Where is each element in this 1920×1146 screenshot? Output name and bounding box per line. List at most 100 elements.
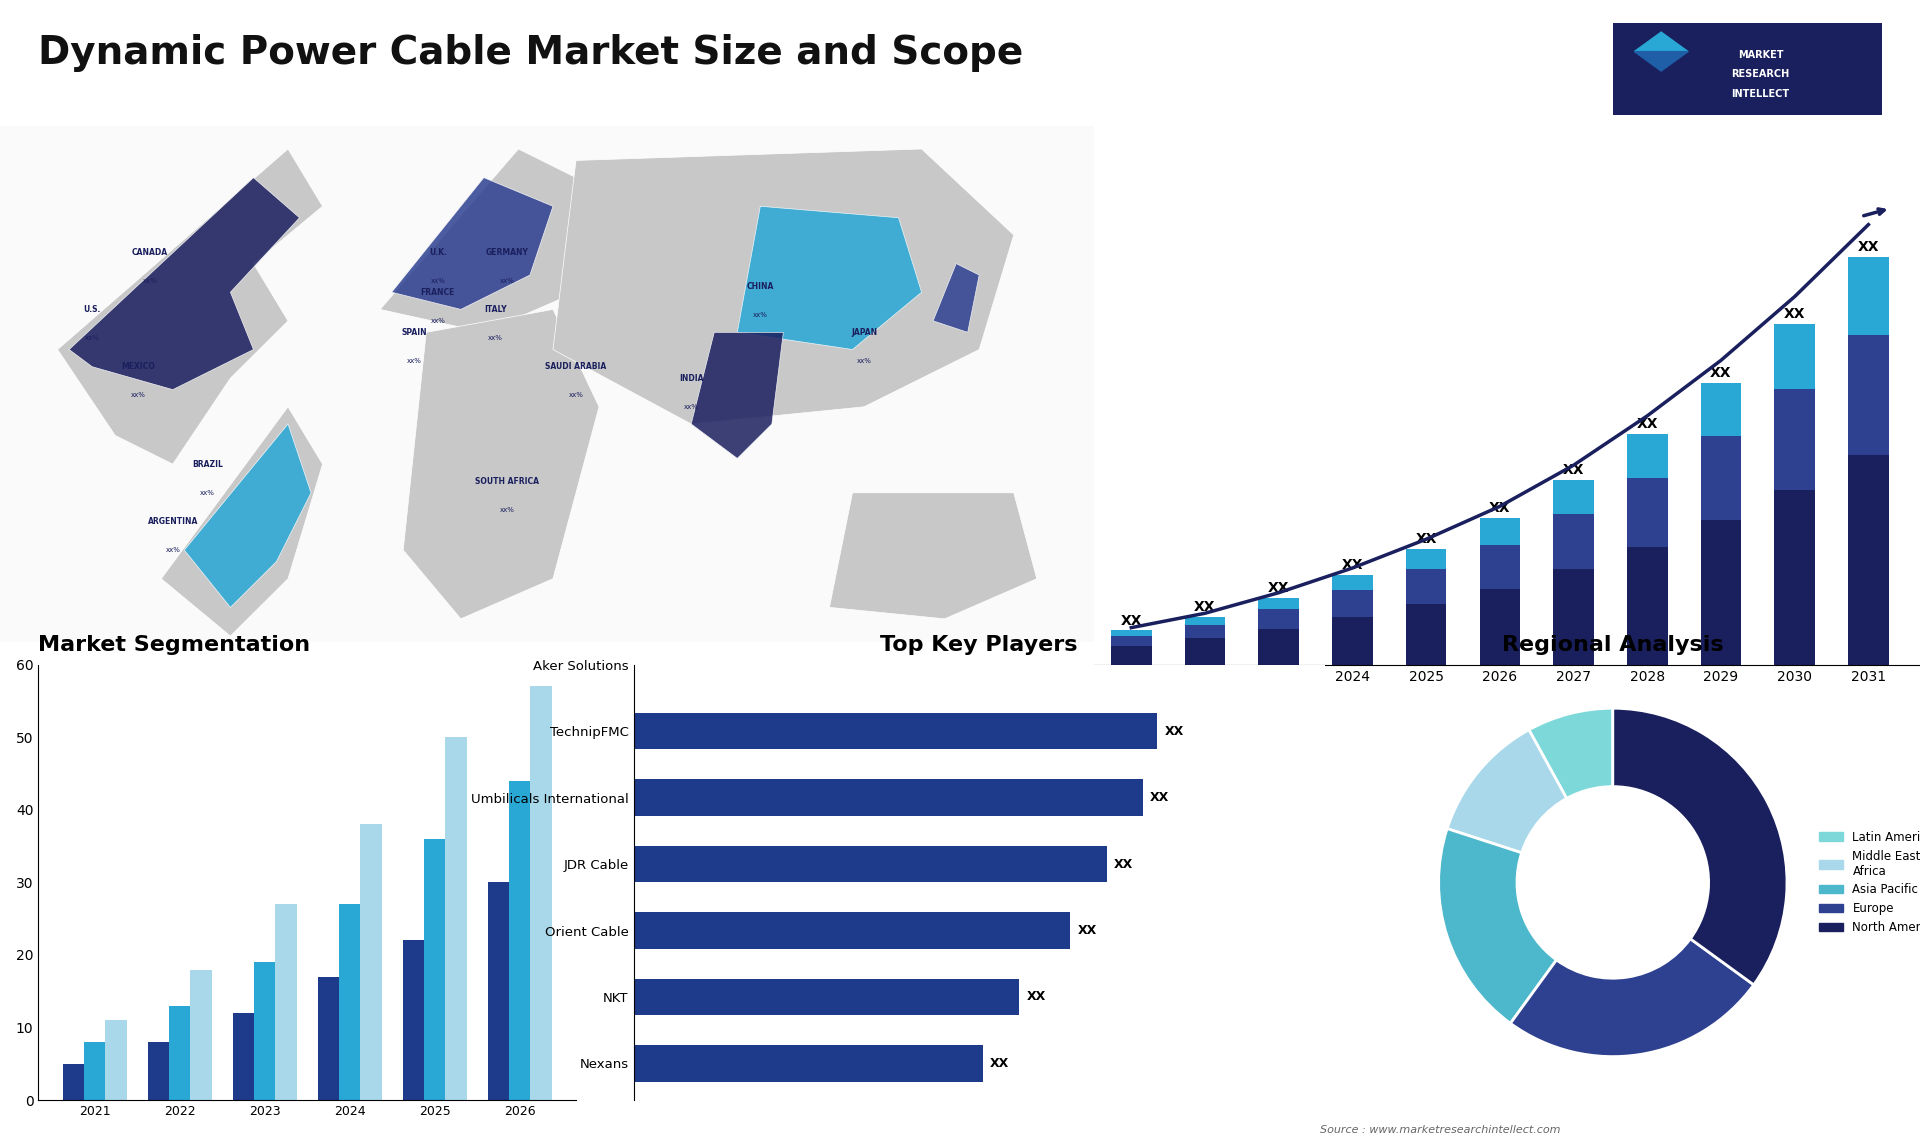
Bar	[1626, 547, 1668, 665]
Bar	[1701, 437, 1741, 520]
Text: XX: XX	[1077, 924, 1096, 937]
Bar	[634, 779, 1142, 816]
Polygon shape	[380, 149, 611, 332]
Bar	[634, 713, 1158, 749]
Text: Dynamic Power Cable Market Size and Scope: Dynamic Power Cable Market Size and Scop…	[38, 34, 1023, 72]
Bar	[1849, 455, 1889, 665]
Bar	[1185, 638, 1225, 665]
Bar	[1480, 518, 1521, 544]
Text: Market Segmentation: Market Segmentation	[38, 635, 311, 654]
Text: xx%: xx%	[165, 547, 180, 554]
Title: Top Key Players: Top Key Players	[881, 635, 1077, 654]
Text: CHINA: CHINA	[747, 282, 774, 291]
Bar	[1332, 575, 1373, 590]
Text: xx%: xx%	[407, 358, 422, 364]
Text: BRAZIL: BRAZIL	[192, 460, 223, 469]
Bar	[1405, 570, 1446, 604]
Polygon shape	[1634, 32, 1688, 52]
Bar	[1405, 604, 1446, 665]
Polygon shape	[184, 424, 311, 607]
Bar	[634, 912, 1069, 949]
Text: xx%: xx%	[430, 277, 445, 284]
Text: xx%: xx%	[131, 392, 146, 399]
Text: SOUTH AFRICA: SOUTH AFRICA	[474, 477, 540, 486]
Bar	[424, 839, 445, 1100]
Bar	[1626, 478, 1668, 547]
Wedge shape	[1511, 939, 1753, 1057]
Bar	[1553, 570, 1594, 665]
Legend: Latin America, Middle East &
Africa, Asia Pacific, Europe, North America: Latin America, Middle East & Africa, Asi…	[1814, 826, 1920, 939]
Text: XX: XX	[1027, 990, 1046, 1004]
Text: xx%: xx%	[488, 335, 503, 342]
Bar	[403, 941, 424, 1100]
Bar	[319, 976, 340, 1100]
Text: XX: XX	[1490, 501, 1511, 516]
Text: XX: XX	[1194, 601, 1215, 614]
Polygon shape	[829, 493, 1037, 619]
Bar	[1112, 630, 1152, 636]
Bar	[1553, 480, 1594, 515]
Text: MARKET: MARKET	[1738, 50, 1784, 60]
Wedge shape	[1613, 708, 1788, 984]
Text: ARGENTINA: ARGENTINA	[148, 517, 198, 526]
Text: Source : www.marketresearchintellect.com: Source : www.marketresearchintellect.com	[1319, 1124, 1561, 1135]
Text: ITALY: ITALY	[484, 305, 507, 314]
Text: xx%: xx%	[499, 507, 515, 513]
Bar	[63, 1063, 84, 1100]
Bar	[1258, 598, 1300, 610]
Text: XX: XX	[991, 1057, 1010, 1070]
Bar	[634, 979, 1020, 1015]
Polygon shape	[392, 178, 553, 309]
Bar	[361, 824, 382, 1100]
Polygon shape	[553, 149, 1014, 424]
Bar	[1185, 625, 1225, 638]
Bar	[1112, 645, 1152, 665]
Bar	[1774, 388, 1814, 489]
Text: U.K.: U.K.	[428, 248, 447, 257]
Text: SPAIN: SPAIN	[401, 328, 428, 337]
Bar	[1405, 549, 1446, 570]
Text: XX: XX	[1415, 532, 1436, 545]
Bar	[148, 1042, 169, 1100]
Text: U.S.: U.S.	[83, 305, 102, 314]
Bar	[1480, 589, 1521, 665]
Polygon shape	[161, 407, 323, 636]
Text: XX: XX	[1711, 366, 1732, 380]
Bar	[1258, 628, 1300, 665]
Bar	[1774, 324, 1814, 388]
Text: xx%: xx%	[568, 392, 584, 399]
Bar	[340, 904, 361, 1100]
Text: XX: XX	[1784, 307, 1805, 321]
Text: XX: XX	[1165, 724, 1185, 738]
Bar	[1332, 617, 1373, 665]
Text: XX: XX	[1121, 613, 1142, 628]
Text: xx%: xx%	[142, 277, 157, 284]
Bar	[445, 737, 467, 1100]
Bar	[1112, 636, 1152, 645]
Bar	[1774, 489, 1814, 665]
Bar	[1553, 515, 1594, 570]
Text: xx%: xx%	[753, 312, 768, 319]
Text: SAUDI ARABIA: SAUDI ARABIA	[545, 362, 607, 371]
Bar	[232, 1013, 253, 1100]
Text: xx%: xx%	[200, 489, 215, 496]
Bar	[488, 882, 509, 1100]
Bar	[634, 846, 1106, 882]
Bar	[509, 780, 530, 1100]
Bar	[106, 1020, 127, 1100]
Polygon shape	[403, 309, 599, 619]
Bar	[1701, 520, 1741, 665]
Text: XX: XX	[1114, 857, 1133, 871]
Text: XX: XX	[1342, 558, 1363, 572]
Text: JAPAN: JAPAN	[851, 328, 877, 337]
FancyBboxPatch shape	[0, 126, 1140, 642]
Text: GERMANY: GERMANY	[486, 248, 528, 257]
Bar	[530, 686, 551, 1100]
Text: INTELLECT: INTELLECT	[1732, 89, 1789, 99]
Bar	[275, 904, 296, 1100]
Bar	[1701, 383, 1741, 437]
Title: Regional Analysis: Regional Analysis	[1501, 635, 1724, 654]
FancyBboxPatch shape	[1607, 21, 1887, 140]
Polygon shape	[737, 206, 922, 350]
Text: xx%: xx%	[684, 403, 699, 410]
